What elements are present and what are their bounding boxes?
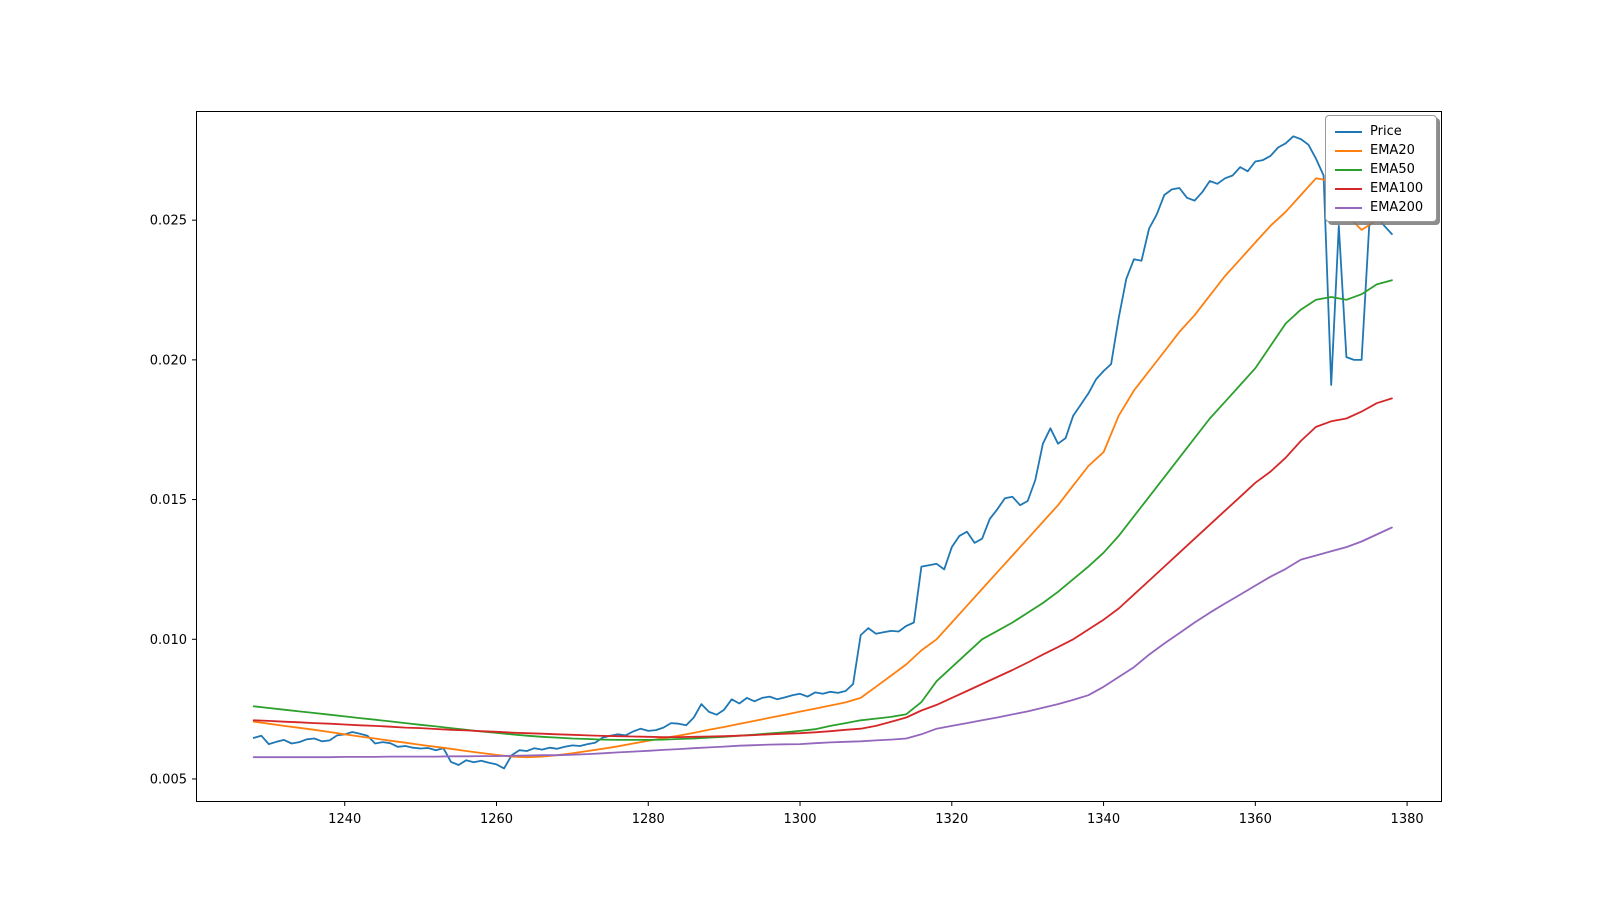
y-axis-tick-label: 0.005 <box>150 772 187 787</box>
legend-label-ema50: EMA50 <box>1370 162 1415 177</box>
ema20-line-swatch <box>1335 149 1362 152</box>
series-ema20-line <box>252 177 1393 759</box>
series-ema100-line <box>252 397 1393 738</box>
x-axis-tick-label: 1320 <box>935 812 968 827</box>
x-axis-tick-label: 1380 <box>1391 812 1424 827</box>
legend: Price EMA20 EMA50 EMA100 EMA200 <box>1325 115 1437 222</box>
x-axis-tick-label: 1260 <box>480 812 513 827</box>
x-axis-tick-label: 1360 <box>1239 812 1272 827</box>
ema50-line-swatch <box>1335 168 1362 171</box>
y-axis-tick-label: 0.010 <box>150 633 187 648</box>
legend-item-ema100: EMA100 <box>1335 179 1428 198</box>
legend-item-price: Price <box>1335 122 1428 141</box>
legend-item-ema200: EMA200 <box>1335 198 1428 217</box>
series-ema50-line <box>252 279 1393 741</box>
series-ema200-line <box>252 526 1393 759</box>
legend-item-ema20: EMA20 <box>1335 141 1428 160</box>
legend-label-ema20: EMA20 <box>1370 143 1415 158</box>
y-axis-tick-label: 0.015 <box>150 493 187 508</box>
x-axis-tick-label: 1300 <box>783 812 816 827</box>
y-axis-tick-label: 0.025 <box>150 214 187 229</box>
series-price-line <box>252 135 1393 770</box>
legend-item-ema50: EMA50 <box>1335 160 1428 179</box>
x-axis-tick-label: 1340 <box>1087 812 1120 827</box>
x-axis-tick-label: 1240 <box>328 812 361 827</box>
price-line-swatch <box>1335 130 1362 133</box>
legend-label-ema200: EMA200 <box>1370 200 1424 215</box>
ema100-line-swatch <box>1335 187 1362 190</box>
y-axis-tick-label: 0.020 <box>150 353 187 368</box>
x-axis-tick-label: 1280 <box>632 812 665 827</box>
legend-label-ema100: EMA100 <box>1370 181 1424 196</box>
axes-frame <box>196 111 1442 802</box>
legend-label-price: Price <box>1370 124 1402 139</box>
ema200-line-swatch <box>1335 206 1362 209</box>
